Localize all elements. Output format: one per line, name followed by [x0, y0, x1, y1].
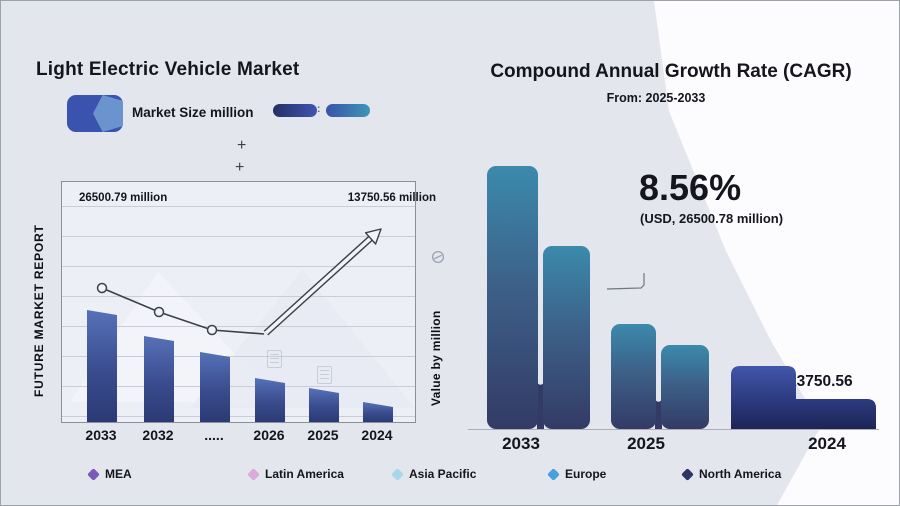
value-annotation-13750: 13750.56	[788, 373, 853, 390]
legend-label: MEA	[105, 467, 132, 481]
europe-diamond-icon	[547, 467, 560, 481]
gridline	[62, 266, 415, 267]
gridline	[62, 326, 415, 327]
gridline	[62, 416, 415, 417]
x-label-dots: .....	[204, 427, 224, 443]
cagr-x-label-2025: 2025	[627, 434, 665, 453]
market-bar-2032	[144, 336, 174, 422]
cagr-detail: (USD, 26500.78 million)	[640, 211, 784, 226]
legend-item-mea: MEA	[87, 467, 132, 481]
plus-mark: +	[237, 137, 247, 154]
cylinder-icon	[67, 95, 123, 132]
cagr-chart	[468, 166, 879, 430]
x-label-2026: 2026	[253, 427, 285, 443]
cagr-x-label-2024: 2024	[808, 434, 846, 453]
plus-mark: +	[235, 159, 245, 176]
market-bar-2033	[87, 310, 117, 422]
market-bar-2025	[309, 388, 339, 422]
cagr-x-label-2033: 2033	[502, 434, 540, 453]
asia-pacific-diamond-icon	[391, 467, 404, 481]
market-title: Light Electric Vehicle Market	[36, 59, 300, 80]
legend-item-latin-america: Latin America	[247, 467, 344, 481]
legend-item-europe: Europe	[547, 467, 607, 481]
market-bar-2026	[255, 378, 285, 422]
latin-america-diamond-icon	[247, 467, 260, 481]
gridline	[62, 356, 415, 357]
trend-line-arrow	[96, 228, 382, 336]
mea-diamond-icon	[87, 467, 100, 481]
x-label-2025: 2025	[307, 427, 339, 443]
future-market-report-label: FUTURE MARKET REPORT	[32, 224, 46, 397]
ghost-document-icon	[267, 350, 282, 368]
cagr-title: Compound Annual Growth Rate (CAGR)	[490, 61, 852, 82]
gridline	[62, 206, 415, 207]
gridline	[62, 386, 415, 387]
ratio-separator: :	[317, 104, 321, 115]
market-bar-dots	[200, 352, 230, 422]
legend-label: Latin America	[265, 467, 344, 481]
x-label-2024: 2024	[361, 427, 393, 443]
legend-label: Europe	[565, 467, 607, 481]
gridline	[62, 296, 415, 297]
gridline	[62, 236, 415, 237]
market-size-chart: 26500.79 million 13750.56 million	[61, 181, 436, 423]
cagr-range-label: From: 2025-2033	[606, 91, 706, 105]
x-label-2032: 2032	[142, 427, 174, 443]
market-size-label: Market Size million	[132, 105, 254, 120]
legend-item-asia-pacific: Asia Pacific	[391, 467, 477, 481]
circle-slash-icon	[431, 250, 445, 264]
ratio-pill-teal	[326, 104, 370, 117]
value-by-million-label: Value by million	[429, 310, 443, 406]
north-america-diamond-icon	[681, 467, 694, 481]
legend-item-north-america: North America	[681, 467, 782, 481]
x-label-2033: 2033	[85, 427, 117, 443]
legend-label: North America	[699, 467, 782, 481]
ghost-document-icon	[317, 366, 332, 384]
min-value-label: 13750.56 million	[347, 192, 436, 204]
max-value-label: 26500.79 million	[79, 192, 168, 204]
market-bar-2024	[363, 402, 393, 422]
legend-label: Asia Pacific	[409, 467, 477, 481]
ratio-pill-dark	[273, 104, 317, 117]
cagr-value: 8.56%	[639, 167, 742, 208]
